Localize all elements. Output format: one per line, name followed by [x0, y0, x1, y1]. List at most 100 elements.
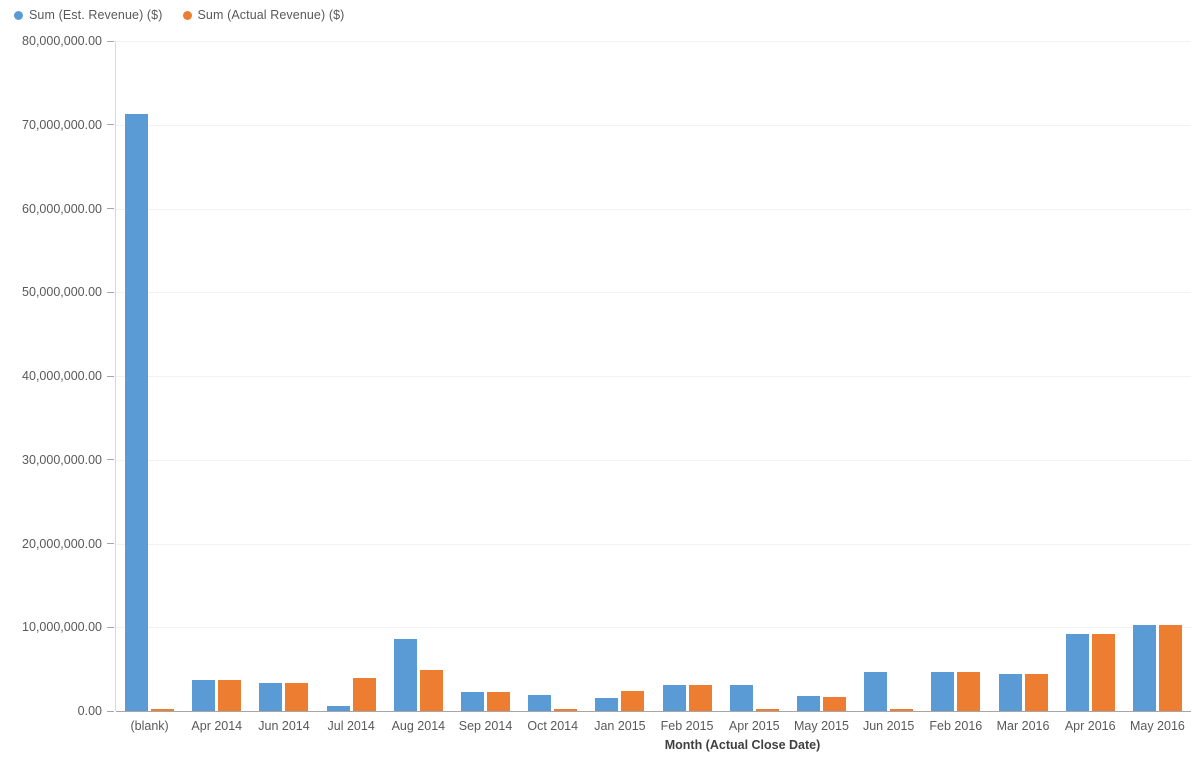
- y-axis-tick-label: 10,000,000.00: [22, 620, 102, 635]
- gridline: [116, 544, 1191, 545]
- plot-bars: [116, 41, 1191, 711]
- legend-label-actual-revenue: Sum (Actual Revenue) ($): [197, 8, 345, 22]
- x-axis-tick-label: Sep 2014: [458, 719, 513, 733]
- y-axis-tick: 80,000,000.00: [0, 34, 116, 48]
- y-axis-tick-label: 30,000,000.00: [22, 452, 102, 467]
- bar-est-revenue[interactable]: [595, 697, 619, 711]
- x-axis-tick-label: Jul 2014: [327, 719, 375, 733]
- gridline: [116, 41, 1191, 42]
- y-axis-tick-mark: [107, 626, 114, 628]
- bar-actual-revenue[interactable]: [755, 708, 779, 711]
- y-axis-tick-label: 70,000,000.00: [22, 117, 102, 132]
- bar-group: [250, 41, 317, 711]
- bar-actual-revenue[interactable]: [1091, 633, 1115, 711]
- x-axis-tick-label: Jan 2015: [594, 719, 646, 733]
- bar-est-revenue[interactable]: [393, 638, 417, 711]
- legend-item-actual-revenue[interactable]: Sum (Actual Revenue) ($): [182, 8, 345, 22]
- bar-group: [452, 41, 519, 711]
- gridline: [116, 125, 1191, 126]
- x-axis-tick-label: Aug 2014: [391, 719, 446, 733]
- bar-group: [318, 41, 385, 711]
- x-axis-tick-label: Jun 2015: [862, 719, 915, 733]
- chart-legend: Sum (Est. Revenue) ($) Sum (Actual Reven…: [14, 6, 344, 24]
- y-axis-tick-mark: [107, 208, 114, 209]
- x-axis-tick-label: Mar 2016: [996, 719, 1050, 733]
- x-axis-tick-label: Feb 2015: [660, 719, 714, 733]
- bar-group: [116, 41, 183, 711]
- y-axis-tick-label: 80,000,000.00: [22, 34, 102, 48]
- y-axis-spine: [115, 41, 116, 711]
- y-axis-tick-label: 60,000,000.00: [22, 201, 102, 216]
- x-axis-tick-label: Apr 2016: [1064, 719, 1116, 733]
- bar-est-revenue[interactable]: [259, 683, 283, 711]
- y-axis-tick-label: 20,000,000.00: [22, 536, 102, 551]
- bar-actual-revenue[interactable]: [822, 697, 846, 711]
- bar-group: [1124, 41, 1191, 711]
- y-axis-tick-label: 0.00: [77, 704, 102, 718]
- bar-actual-revenue[interactable]: [352, 678, 376, 711]
- bar-actual-revenue[interactable]: [688, 684, 712, 711]
- legend-label-est-revenue: Sum (Est. Revenue) ($): [29, 8, 163, 22]
- bar-actual-revenue[interactable]: [151, 708, 175, 711]
- bar-actual-revenue[interactable]: [957, 672, 981, 711]
- bar-group: [788, 41, 855, 711]
- bar-est-revenue[interactable]: [1132, 624, 1156, 711]
- bar-actual-revenue[interactable]: [1158, 624, 1182, 711]
- bar-group: [586, 41, 653, 711]
- bar-actual-revenue[interactable]: [621, 691, 645, 711]
- y-axis-tick-mark: [107, 375, 114, 377]
- gridline: [116, 460, 1191, 461]
- gridline: [116, 627, 1191, 628]
- y-axis-tick: 0.00: [0, 704, 116, 718]
- x-axis-baseline: [116, 711, 1191, 712]
- bar-group: [519, 41, 586, 711]
- bar-est-revenue[interactable]: [864, 671, 888, 711]
- bar-actual-revenue[interactable]: [218, 679, 242, 711]
- legend-item-est-revenue[interactable]: Sum (Est. Revenue) ($): [14, 8, 163, 22]
- bar-actual-revenue[interactable]: [419, 669, 443, 711]
- bar-group: [654, 41, 721, 711]
- bar-est-revenue[interactable]: [326, 705, 350, 711]
- y-axis-tick-mark: [107, 543, 114, 544]
- y-axis-tick-label: 40,000,000.00: [22, 369, 102, 383]
- bar-est-revenue[interactable]: [528, 694, 552, 711]
- gridline: [116, 376, 1191, 377]
- bar-group: [855, 41, 922, 711]
- bar-actual-revenue[interactable]: [554, 708, 578, 711]
- x-axis-tick-label: May 2015: [794, 719, 849, 733]
- bar-est-revenue[interactable]: [125, 113, 149, 711]
- y-axis-tick-mark: [107, 40, 114, 42]
- bar-actual-revenue[interactable]: [285, 683, 309, 711]
- x-axis-tick-label: Feb 2016: [929, 719, 983, 733]
- bar-group: [1057, 41, 1124, 711]
- y-axis-tick: 50,000,000.00: [0, 285, 116, 299]
- bar-est-revenue[interactable]: [662, 684, 686, 711]
- y-axis-tick-mark: [107, 459, 114, 461]
- bar-actual-revenue[interactable]: [890, 709, 914, 711]
- bar-est-revenue[interactable]: [796, 696, 820, 711]
- bar-est-revenue[interactable]: [931, 672, 955, 711]
- dot-icon: [182, 10, 192, 20]
- bar-actual-revenue[interactable]: [487, 692, 511, 711]
- bar-actual-revenue[interactable]: [1024, 674, 1048, 711]
- x-axis-tick-label: Apr 2014: [191, 719, 243, 733]
- bar-est-revenue[interactable]: [998, 674, 1022, 711]
- bar-est-revenue[interactable]: [729, 685, 753, 711]
- y-axis-tick-mark: [107, 124, 114, 126]
- x-axis-tick-label: May 2016: [1129, 719, 1185, 733]
- y-axis-tick: 70,000,000.00: [0, 118, 116, 132]
- gridline: [116, 292, 1191, 293]
- x-axis-tick-label: Apr 2015: [728, 719, 780, 733]
- bar-est-revenue[interactable]: [1065, 633, 1089, 711]
- gridline: [116, 209, 1191, 210]
- y-axis-tick: 40,000,000.00: [0, 369, 116, 383]
- x-axis-title: Month (Actual Close Date): [0, 738, 1203, 752]
- x-axis-title-text: Month (Actual Close Date): [664, 738, 821, 752]
- bar-est-revenue[interactable]: [461, 692, 485, 711]
- bar-group: [989, 41, 1056, 711]
- x-axis-tick-label: (blank): [130, 719, 169, 733]
- x-axis-labels: (blank) Apr 2014 Jun 2014 Jul 2014 Aug 2014 S…: [116, 716, 1191, 738]
- bar-est-revenue[interactable]: [192, 679, 216, 711]
- bar-group: [385, 41, 452, 711]
